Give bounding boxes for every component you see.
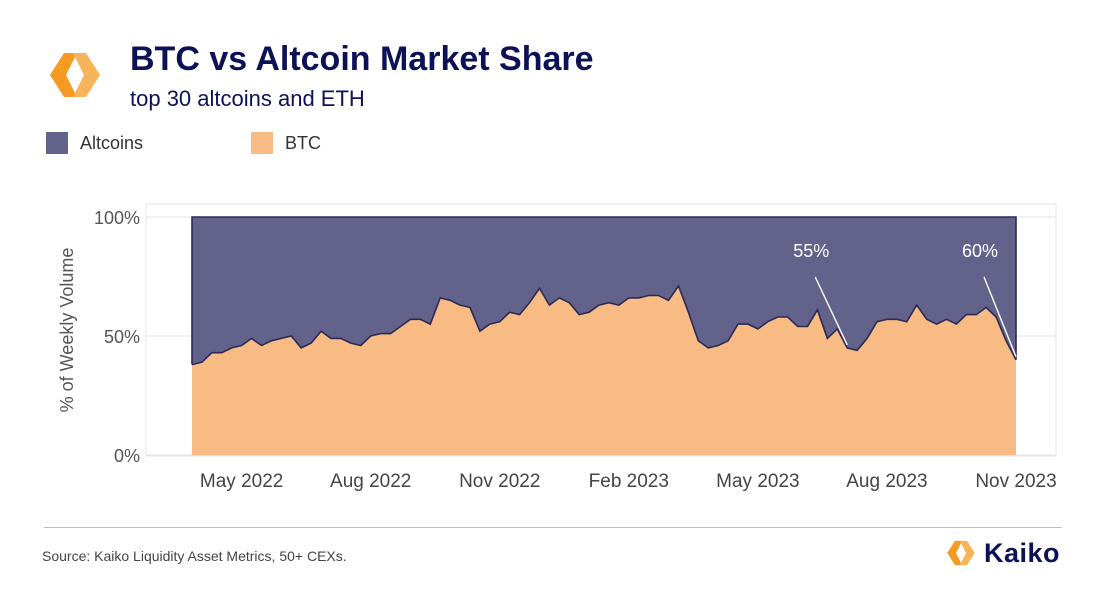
y-axis-ticks: 0% 50% 100% — [94, 208, 140, 466]
btc-area — [192, 286, 1016, 455]
source-note: Source: Kaiko Liquidity Asset Metrics, 5… — [42, 548, 347, 564]
x-axis-ticks: May 2022 Aug 2022 Nov 2022 Feb 2023 May 2023… — [200, 471, 1057, 492]
brand: Kaiko — [944, 536, 1060, 570]
y-tick-label: 50% — [104, 327, 140, 347]
y-tick-label: 0% — [114, 446, 140, 466]
annotation-label: 55% — [793, 241, 829, 261]
x-tick-label: Aug 2023 — [846, 471, 927, 492]
annotation-label: 60% — [962, 241, 998, 261]
total-top-line — [191, 216, 1017, 365]
legend-item-btc: BTC — [251, 132, 321, 154]
footer-divider — [44, 527, 1062, 528]
legend: Altcoins BTC — [46, 132, 429, 154]
legend-item-altcoins: Altcoins — [46, 132, 143, 154]
x-tick-label: Aug 2022 — [330, 471, 411, 492]
kaiko-logo-icon — [50, 53, 100, 97]
legend-label-btc: BTC — [285, 132, 322, 153]
x-tick-label: Nov 2022 — [459, 471, 540, 492]
legend-swatch-altcoins — [46, 132, 68, 154]
area-chart: 0% 50% 100% May 2022 Aug 2022 Nov 2022 Feb 20… — [57, 203, 1057, 492]
chart-subtitle: top 30 altcoins and ETH — [130, 86, 365, 111]
x-tick-label: May 2023 — [716, 471, 799, 492]
x-tick-label: Feb 2023 — [589, 471, 669, 492]
annotation-line — [814, 276, 848, 346]
legend-label-altcoins: Altcoins — [80, 132, 144, 153]
brand-name: Kaiko — [984, 537, 1061, 568]
x-tick-label: Nov 2023 — [975, 471, 1056, 492]
kaiko-small-logo-icon — [947, 540, 975, 566]
legend-swatch-btc — [251, 132, 274, 154]
annotation-line — [983, 276, 1017, 358]
y-axis-label: % of Weekly Volume — [57, 248, 77, 413]
annotations: 55% 60% — [793, 241, 1017, 358]
btc-share-line — [191, 284, 1017, 366]
x-tick-label: May 2022 — [200, 471, 283, 492]
y-tick-label: 100% — [94, 208, 140, 228]
chart-title: BTC vs Altcoin Market Share — [130, 40, 594, 78]
